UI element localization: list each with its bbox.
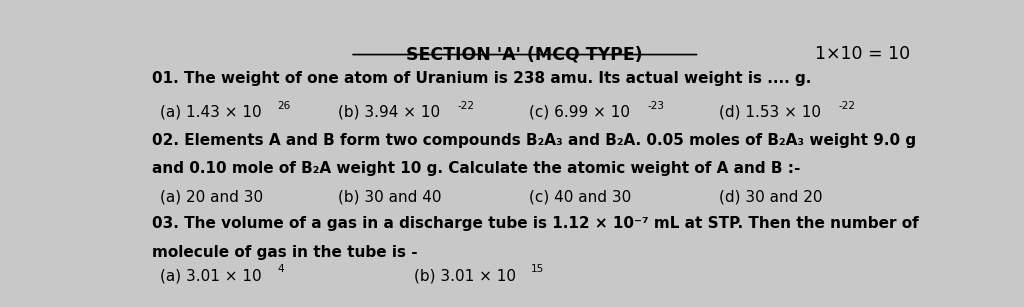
Text: 01. The weight of one atom of Uranium is 238 amu. Its actual weight is .... g.: 01. The weight of one atom of Uranium is…: [152, 71, 811, 86]
Text: -22: -22: [458, 101, 474, 111]
Text: (a) 3.01 × 10: (a) 3.01 × 10: [160, 269, 261, 283]
Text: (b) 3.01 × 10: (b) 3.01 × 10: [414, 269, 516, 283]
Text: 02. Elements A and B form two compounds B₂A₃ and B₂A. 0.05 moles of B₂A₃ weight : 02. Elements A and B form two compounds …: [152, 133, 915, 148]
Text: (c) 40 and 30: (c) 40 and 30: [528, 189, 631, 204]
Text: 03. The volume of a gas in a discharge tube is 1.12 × 10⁻⁷ mL at STP. Then the n: 03. The volume of a gas in a discharge t…: [152, 216, 919, 231]
Text: and 0.10 mole of B₂A weight 10 g. Calculate the atomic weight of A and B :-: and 0.10 mole of B₂A weight 10 g. Calcul…: [152, 161, 800, 176]
Text: -22: -22: [839, 101, 855, 111]
Text: (a) 20 and 30: (a) 20 and 30: [160, 189, 263, 204]
Text: -23: -23: [648, 101, 665, 111]
Text: SECTION 'A' (MCQ TYPE): SECTION 'A' (MCQ TYPE): [407, 45, 643, 63]
Text: (b) 3.94 × 10: (b) 3.94 × 10: [338, 104, 440, 119]
Text: 1×10 = 10: 1×10 = 10: [814, 45, 909, 63]
Text: (d) 1.53 × 10: (d) 1.53 × 10: [719, 104, 821, 119]
Text: (c) 6.99 × 10: (c) 6.99 × 10: [528, 104, 630, 119]
Text: (b) 30 and 40: (b) 30 and 40: [338, 189, 441, 204]
Text: 26: 26: [278, 101, 291, 111]
Text: (a) 1.43 × 10: (a) 1.43 × 10: [160, 104, 261, 119]
Text: molecule of gas in the tube is -: molecule of gas in the tube is -: [152, 245, 418, 260]
Text: (d) 30 and 20: (d) 30 and 20: [719, 189, 822, 204]
Text: 4: 4: [278, 264, 284, 274]
Text: 15: 15: [531, 264, 545, 274]
